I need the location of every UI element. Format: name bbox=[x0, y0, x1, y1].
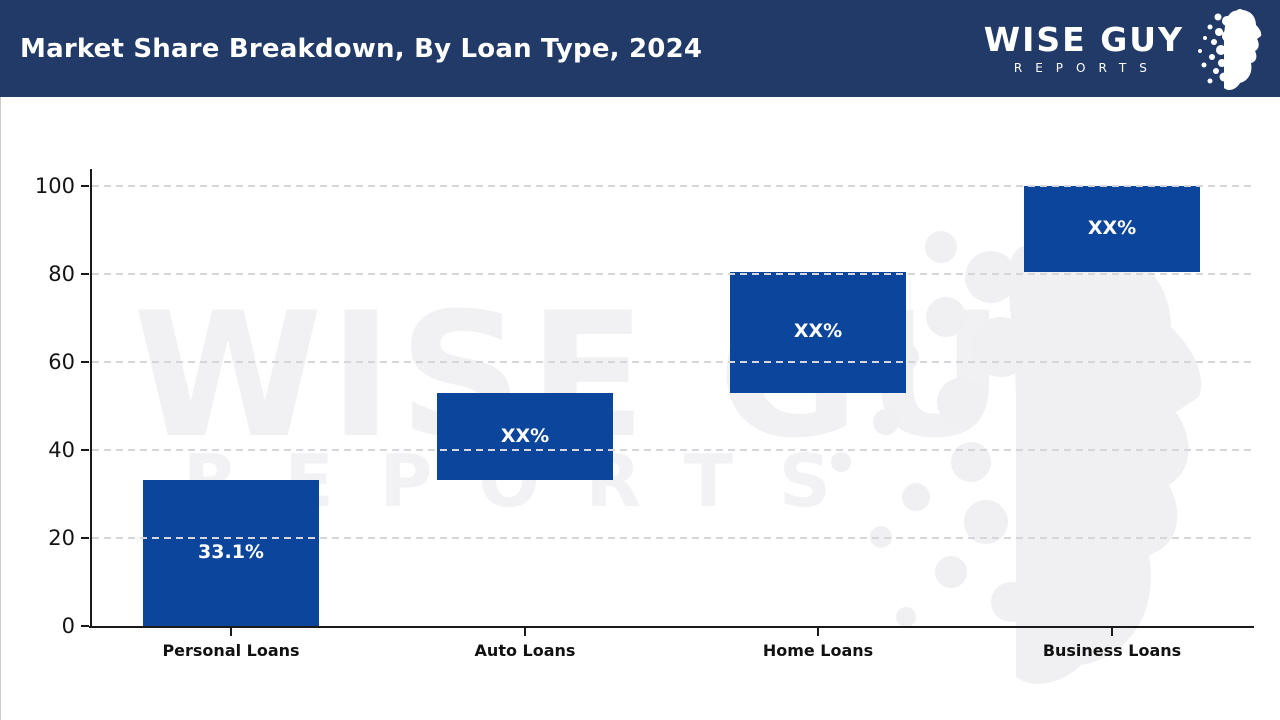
chart-plot-area: WISE GUY REPORTS 33.1% XX% XX% XX% 0 20 40 60 80… bbox=[1, 97, 1280, 720]
y-tick-0 bbox=[81, 625, 89, 627]
y-tick-100 bbox=[81, 185, 89, 187]
wise-guy-reports-logo: WISE GUY REPORTS bbox=[984, 5, 1268, 93]
y-tick-label-60: 60 bbox=[48, 350, 75, 374]
logo-wordmark: WISE GUY bbox=[983, 19, 1184, 59]
y-tick-label-20: 20 bbox=[48, 526, 75, 550]
bar-value-label: 33.1% bbox=[198, 541, 264, 564]
bar-value-label: XX% bbox=[1087, 216, 1137, 239]
bar-home-loans bbox=[730, 271, 906, 393]
chart-title: Market Share Breakdown, By Loan Type, 20… bbox=[20, 33, 703, 64]
y-tick-40 bbox=[81, 449, 89, 451]
y-tick-80 bbox=[81, 273, 89, 275]
gridline-80 bbox=[92, 273, 1254, 275]
x-tick-1 bbox=[230, 628, 232, 636]
y-tick-label-100: 100 bbox=[34, 174, 75, 198]
logo-head-icon bbox=[1198, 8, 1262, 90]
y-tick-label-0: 0 bbox=[61, 614, 75, 638]
x-tick-label-1: Personal Loans bbox=[162, 641, 300, 660]
y-tick-20 bbox=[81, 537, 89, 539]
gridline-20 bbox=[92, 537, 1254, 539]
gridline-60 bbox=[92, 361, 1254, 363]
x-axis-line bbox=[89, 626, 1254, 628]
y-axis-line bbox=[90, 169, 92, 628]
x-tick-2 bbox=[524, 628, 526, 636]
bar-value-label: XX% bbox=[500, 424, 550, 447]
bar-business-loans bbox=[1024, 186, 1200, 272]
logo-text: WISE GUY REPORTS bbox=[984, 23, 1184, 75]
bar-personal-loans bbox=[143, 480, 319, 626]
x-tick-label-2: Auto Loans bbox=[474, 641, 576, 660]
logo-subtitle: REPORTS bbox=[1013, 60, 1160, 75]
x-tick-label-4: Business Loans bbox=[1042, 641, 1182, 660]
gridline-40 bbox=[92, 449, 1254, 451]
y-tick-60 bbox=[81, 361, 89, 363]
bar-auto-loans bbox=[437, 392, 613, 481]
header-bar: Market Share Breakdown, By Loan Type, 20… bbox=[0, 0, 1280, 97]
bar-value-label: XX% bbox=[793, 320, 843, 343]
y-tick-label-80: 80 bbox=[48, 262, 75, 286]
gridline-100 bbox=[92, 185, 1254, 187]
watermark-head-icon bbox=[814, 213, 1202, 684]
x-tick-label-3: Home Loans bbox=[762, 641, 874, 660]
x-tick-3 bbox=[817, 628, 819, 636]
x-tick-4 bbox=[1111, 628, 1113, 636]
y-tick-label-40: 40 bbox=[48, 438, 75, 462]
